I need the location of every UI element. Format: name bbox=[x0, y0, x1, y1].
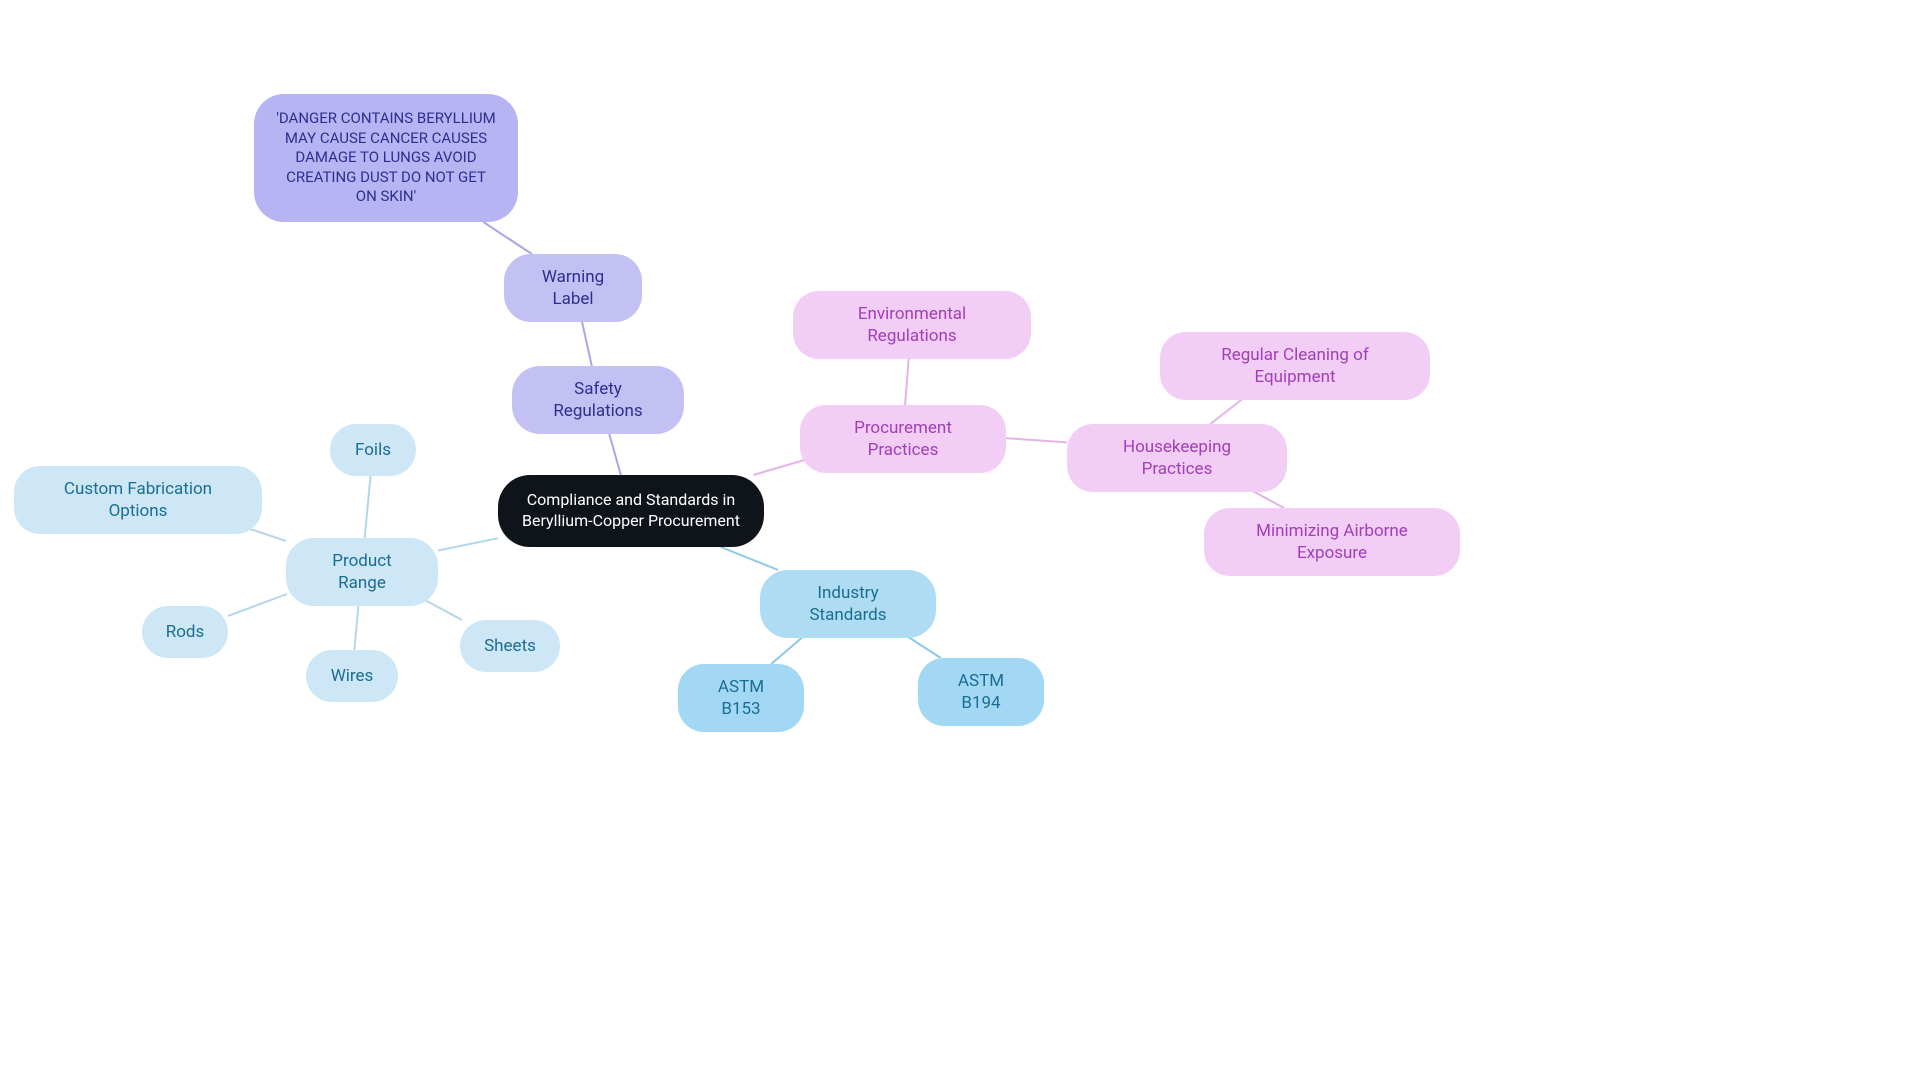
node-sheets: Sheets bbox=[460, 620, 560, 672]
node-safety: Safety Regulations bbox=[512, 366, 684, 434]
node-label-sheets: Sheets bbox=[484, 635, 536, 657]
node-label-cleaning: Regular Cleaning of Equipment bbox=[1182, 344, 1408, 388]
node-warning: Warning Label bbox=[504, 254, 642, 322]
node-label-industry: Industry Standards bbox=[782, 582, 914, 626]
edge-center-industry bbox=[721, 547, 778, 570]
node-label-custom: Custom Fabrication Options bbox=[36, 478, 240, 522]
node-industry: Industry Standards bbox=[760, 570, 936, 638]
node-label-center: Compliance and Standards in Beryllium-Co… bbox=[520, 490, 742, 532]
node-danger: 'DANGER CONTAINS BERYLLIUM MAY CAUSE CAN… bbox=[254, 94, 518, 222]
edge-warning-danger bbox=[483, 222, 532, 254]
edge-center-productrange bbox=[438, 538, 498, 550]
node-label-astm194: ASTM B194 bbox=[940, 670, 1022, 714]
node-foils: Foils bbox=[330, 424, 416, 476]
node-astm194: ASTM B194 bbox=[918, 658, 1044, 726]
edge-procurement-housekeeping bbox=[1006, 438, 1067, 442]
node-procurement: Procurement Practices bbox=[800, 405, 1006, 473]
edge-productrange-foils bbox=[365, 476, 371, 538]
node-label-wires: Wires bbox=[331, 665, 374, 687]
node-label-astm153: ASTM B153 bbox=[700, 676, 782, 720]
node-label-rods: Rods bbox=[166, 621, 205, 643]
node-label-safety: Safety Regulations bbox=[534, 378, 662, 422]
node-label-housekeeping: Housekeeping Practices bbox=[1089, 436, 1265, 480]
edge-productrange-rods bbox=[228, 594, 287, 616]
node-label-foils: Foils bbox=[355, 439, 391, 461]
node-envreg: Environmental Regulations bbox=[793, 291, 1031, 359]
node-productrange: Product Range bbox=[286, 538, 438, 606]
node-housekeeping: Housekeeping Practices bbox=[1067, 424, 1287, 492]
node-airborne: Minimizing Airborne Exposure bbox=[1204, 508, 1460, 576]
node-center: Compliance and Standards in Beryllium-Co… bbox=[498, 475, 764, 547]
node-label-procurement: Procurement Practices bbox=[822, 417, 984, 461]
node-label-danger: 'DANGER CONTAINS BERYLLIUM MAY CAUSE CAN… bbox=[276, 109, 496, 207]
node-cleaning: Regular Cleaning of Equipment bbox=[1160, 332, 1430, 400]
node-astm153: ASTM B153 bbox=[678, 664, 804, 732]
node-label-warning: Warning Label bbox=[526, 266, 620, 310]
node-label-envreg: Environmental Regulations bbox=[815, 303, 1009, 347]
node-custom: Custom Fabrication Options bbox=[14, 466, 262, 534]
node-rods: Rods bbox=[142, 606, 228, 658]
node-label-productrange: Product Range bbox=[308, 550, 416, 594]
node-wires: Wires bbox=[306, 650, 398, 702]
node-label-airborne: Minimizing Airborne Exposure bbox=[1226, 520, 1438, 564]
